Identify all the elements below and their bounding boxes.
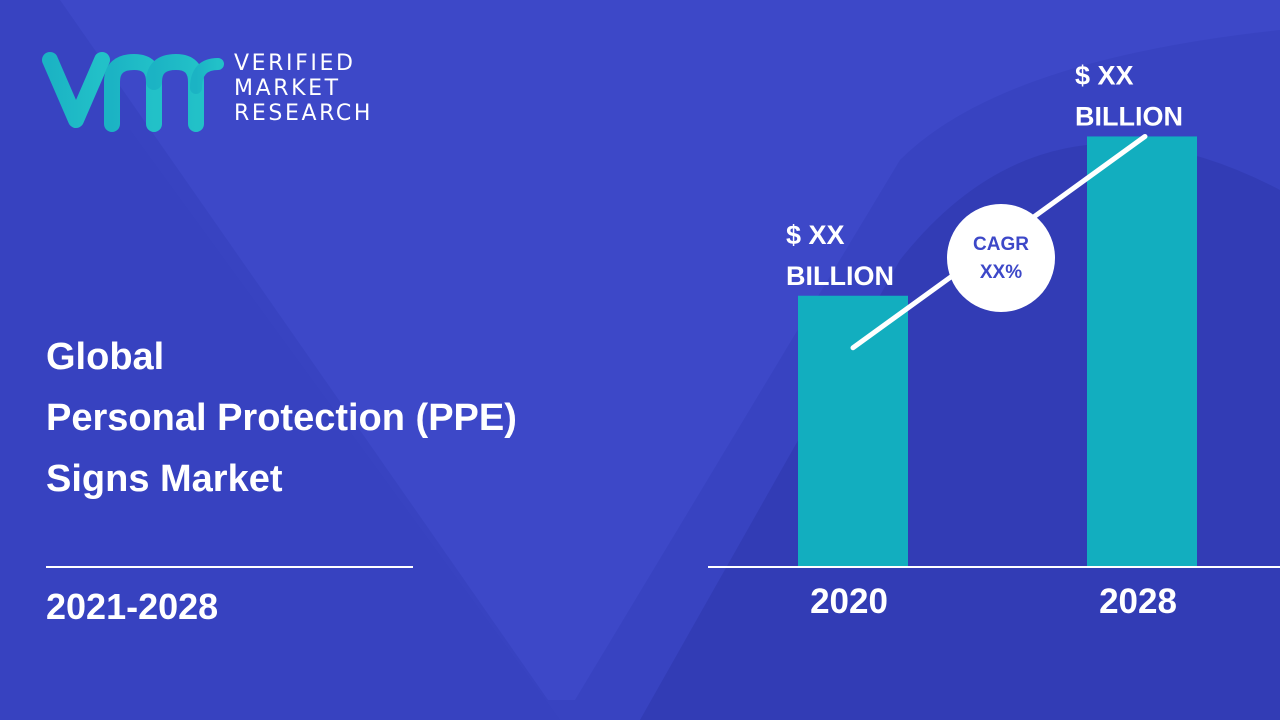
x-tick-label-2028: 2028	[1099, 582, 1177, 621]
background-left-band	[0, 130, 560, 720]
bar-value-label-2028-1: $ XX	[1075, 60, 1134, 90]
bar-value-label-2028-2: BILLION	[1075, 101, 1183, 131]
title-line-3: Signs Market	[46, 458, 283, 500]
bar-value-label-2020-2: BILLION	[786, 261, 894, 291]
cagr-label: CAGR	[973, 234, 1029, 255]
logo-line-verified: VERIFIED	[234, 51, 356, 76]
vmr-logo-mark	[42, 52, 224, 132]
forecast-period: 2021-2028	[46, 586, 219, 627]
title-line-2: Personal Protection (PPE)	[46, 397, 517, 439]
title-line-1: Global	[46, 336, 165, 378]
vmr-logo: VERIFIED MARKET RESEARCH	[42, 48, 402, 132]
logo-line-research: RESEARCH	[234, 101, 373, 126]
report-title: Global Personal Protection (PPE) Signs M…	[46, 327, 517, 510]
bar-2028	[1087, 136, 1197, 567]
bar-value-label-2020-1: $ XX	[786, 220, 845, 250]
cagr-value: XX%	[980, 262, 1022, 283]
bar-2020	[798, 295, 908, 567]
title-divider	[46, 566, 413, 568]
cagr-badge	[947, 204, 1055, 312]
vmr-logo-text: VERIFIED MARKET RESEARCH	[234, 51, 373, 126]
x-tick-label-2020: 2020	[810, 582, 888, 621]
logo-line-market: MARKET	[234, 76, 341, 101]
